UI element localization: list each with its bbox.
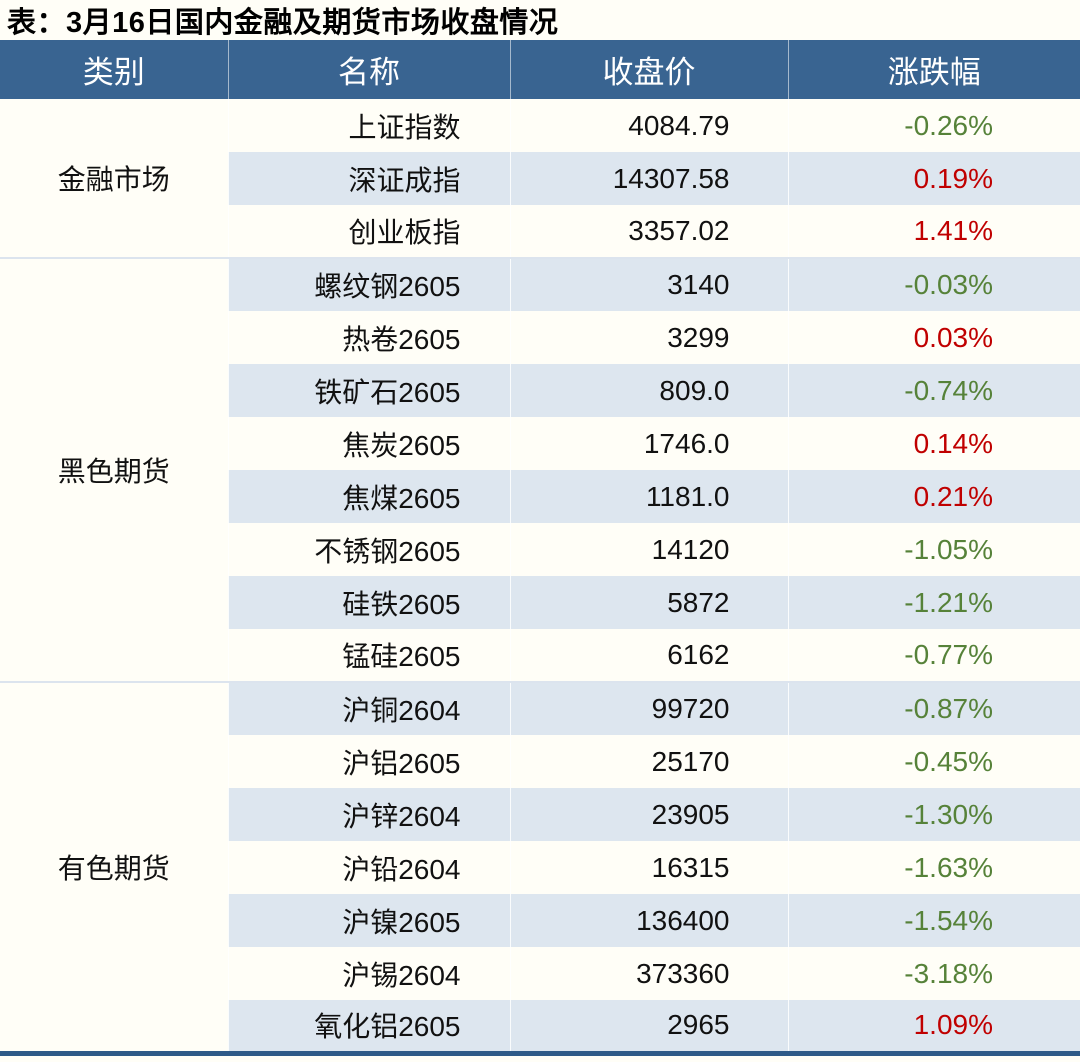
close-price-cell: 6162 xyxy=(510,629,789,682)
table-row: 锰硅2605 6162 -0.77% xyxy=(0,629,1080,682)
instrument-name-cell: 沪镍2605 xyxy=(228,894,511,947)
table-row: 沪铝2605 25170 -0.45% xyxy=(0,735,1080,788)
table-header: 类别 名称 收盘价 涨跌幅 xyxy=(0,40,1080,99)
instrument-name-cell: 氧化铝2605 xyxy=(228,1000,511,1053)
instrument-name-cell: 热卷2605 xyxy=(228,311,511,364)
instrument-name-cell: 不锈钢2605 xyxy=(228,523,511,576)
instrument-name-cell: 创业板指 xyxy=(228,205,511,258)
market-close-table: 类别 名称 收盘价 涨跌幅 金融市场 上证指数 4084.79 -0.26% 深证成指 1… xyxy=(0,40,1080,1056)
close-price-cell: 4084.79 xyxy=(510,99,789,152)
table-row: 沪锌2604 23905 -1.30% xyxy=(0,788,1080,841)
instrument-name-cell: 沪铝2605 xyxy=(228,735,511,788)
table-row: 焦煤2605 1181.0 0.21% xyxy=(0,470,1080,523)
change-percent-cell: -0.26% xyxy=(904,109,993,141)
change-percent-cell: 0.14% xyxy=(913,427,993,459)
close-price-cell: 99720 xyxy=(510,681,789,735)
table-row: 沪镍2605 136400 -1.54% xyxy=(0,894,1080,947)
close-price-cell: 3357.02 xyxy=(510,205,789,258)
change-percent-cell: 1.41% xyxy=(913,215,993,246)
page-title: 表：3月16日国内金融及期货市场收盘情况 xyxy=(7,7,559,39)
table-row: 沪铅2604 16315 -1.63% xyxy=(0,841,1080,894)
change-percent-cell: -0.45% xyxy=(904,745,993,777)
column-header-category: 类别 xyxy=(0,40,229,99)
change-percent-cell: -1.54% xyxy=(788,894,1080,947)
category-cell: 金融市场 xyxy=(0,99,229,258)
close-price-cell: 5872 xyxy=(510,576,789,629)
close-price-cell: 14120 xyxy=(510,523,789,576)
close-price-cell: 3299 xyxy=(510,311,789,364)
category-cell: 黑色期货 xyxy=(0,257,229,682)
change-percent-cell: -1.05% xyxy=(904,533,993,565)
instrument-name-cell: 沪锌2604 xyxy=(228,788,511,841)
instrument-name-cell: 沪铅2604 xyxy=(228,841,511,894)
column-header-name: 名称 xyxy=(228,40,511,99)
instrument-name-cell: 螺纹钢2605 xyxy=(228,257,511,311)
change-percent-cell: -0.77% xyxy=(904,639,993,670)
column-header-change: 涨跌幅 xyxy=(788,40,1080,99)
instrument-name-cell: 沪铜2604 xyxy=(228,681,511,735)
close-price-cell: 809.0 xyxy=(510,364,789,417)
change-percent-cell: -1.21% xyxy=(788,576,1080,629)
change-percent-cell: 1.09% xyxy=(788,1000,1080,1053)
change-percent-cell: -0.03% xyxy=(788,257,1080,311)
instrument-name-cell: 铁矿石2605 xyxy=(228,364,511,417)
change-percent-cell: -0.74% xyxy=(788,364,1080,417)
table-row: 铁矿石2605 809.0 -0.74% xyxy=(0,364,1080,417)
instrument-name-cell: 焦炭2605 xyxy=(228,417,511,470)
close-price-cell: 136400 xyxy=(510,894,789,947)
column-header-close: 收盘价 xyxy=(510,40,789,99)
instrument-name-cell: 深证成指 xyxy=(228,152,511,205)
table-body: 金融市场 上证指数 4084.79 -0.26% 深证成指 14307.58 0.19% 创业… xyxy=(0,99,1080,1053)
close-price-cell: 23905 xyxy=(510,788,789,841)
change-percent-cell: -3.18% xyxy=(904,957,993,989)
close-price-cell: 25170 xyxy=(510,735,789,788)
close-price-cell: 14307.58 xyxy=(510,152,789,205)
table-row: 硅铁2605 5872 -1.21% xyxy=(0,576,1080,629)
table-row: 沪锡2604 373360 -3.18% xyxy=(0,947,1080,1000)
change-percent-cell: -1.30% xyxy=(788,788,1080,841)
category-cell: 有色期货 xyxy=(0,681,229,1053)
close-price-cell: 3140 xyxy=(510,257,789,311)
table-row: 焦炭2605 1746.0 0.14% xyxy=(0,417,1080,470)
instrument-name-cell: 焦煤2605 xyxy=(228,470,511,523)
close-price-cell: 373360 xyxy=(510,947,789,1000)
table-row: 不锈钢2605 14120 -1.05% xyxy=(0,523,1080,576)
close-price-cell: 2965 xyxy=(510,1000,789,1053)
instrument-name-cell: 上证指数 xyxy=(228,99,511,152)
close-price-cell: 1181.0 xyxy=(510,470,789,523)
change-percent-cell: 0.19% xyxy=(788,152,1080,205)
table-row: 黑色期货 螺纹钢2605 3140 -0.03% xyxy=(0,257,1080,682)
instrument-name-cell: 硅铁2605 xyxy=(228,576,511,629)
header-row: 类别 名称 收盘价 涨跌幅 xyxy=(0,40,1080,99)
instrument-name-cell: 沪锡2604 xyxy=(228,947,511,1000)
table-row: 创业板指 3357.02 1.41% xyxy=(0,205,1080,258)
instrument-name-cell: 锰硅2605 xyxy=(228,629,511,682)
close-price-cell: 16315 xyxy=(510,841,789,894)
table-row: 有色期货 沪铜2604 99720 -0.87% xyxy=(0,681,1080,1053)
change-percent-cell: -1.63% xyxy=(904,851,993,883)
change-percent-cell: 0.21% xyxy=(788,470,1080,523)
change-percent-cell: 0.03% xyxy=(913,321,993,353)
table-row: 金融市场 上证指数 4084.79 -0.26% xyxy=(0,99,1080,258)
table-row: 深证成指 14307.58 0.19% xyxy=(0,152,1080,205)
change-percent-cell: -0.87% xyxy=(788,681,1080,735)
table-row: 氧化铝2605 2965 1.09% xyxy=(0,1000,1080,1053)
table-row: 热卷2605 3299 0.03% xyxy=(0,311,1080,364)
close-price-cell: 1746.0 xyxy=(510,417,789,470)
